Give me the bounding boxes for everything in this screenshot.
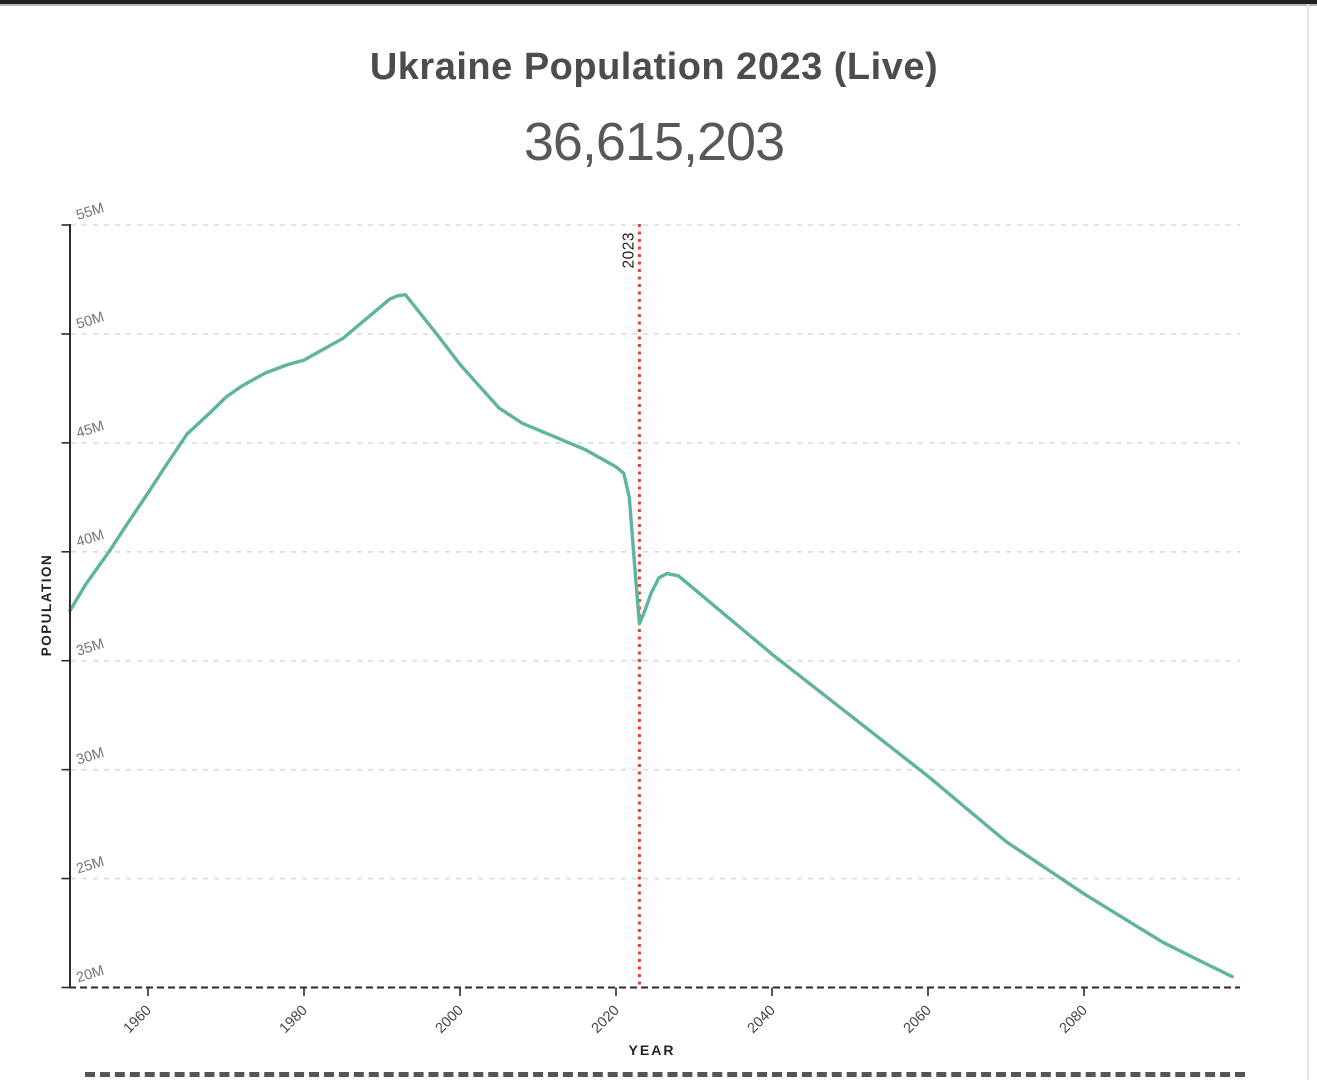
bottom-section-divider — [85, 1072, 1245, 1077]
y-tick-label-45M: 45M — [74, 418, 106, 442]
y-tick-label-55M: 55M — [74, 200, 106, 224]
y-tick-label-35M: 35M — [74, 636, 106, 660]
y-axis-title: POPULATION — [39, 553, 54, 657]
y-tick-label-25M: 25M — [74, 854, 106, 878]
x-tick-label-2060: 2060 — [901, 1003, 935, 1037]
x-tick-label-2080: 2080 — [1057, 1003, 1091, 1037]
x-tick-label-2000: 2000 — [433, 1003, 467, 1037]
population-series-line — [68, 293, 1234, 979]
x-tick-label-1980: 1980 — [277, 1003, 311, 1037]
x-tick-label-2040: 2040 — [745, 1003, 779, 1037]
window-top-bar — [0, 0, 1317, 6]
scrollbar-track-edge[interactable] — [1307, 4, 1309, 1080]
x-tick-label-1960: 1960 — [121, 1003, 155, 1037]
y-tick-label-20M: 20M — [74, 963, 106, 987]
y-tick-label-30M: 30M — [74, 745, 106, 769]
current-year-marker-label: 2023 — [620, 232, 637, 268]
y-tick-label-50M: 50M — [74, 309, 106, 333]
x-tick-label-2020: 2020 — [589, 1003, 623, 1037]
live-population-counter: 36,615,203 — [523, 112, 785, 172]
page-title: Ukraine Population 2023 (Live) — [369, 46, 939, 88]
y-tick-label-40M: 40M — [74, 527, 106, 551]
x-axis-title: YEAR — [628, 1042, 676, 1058]
